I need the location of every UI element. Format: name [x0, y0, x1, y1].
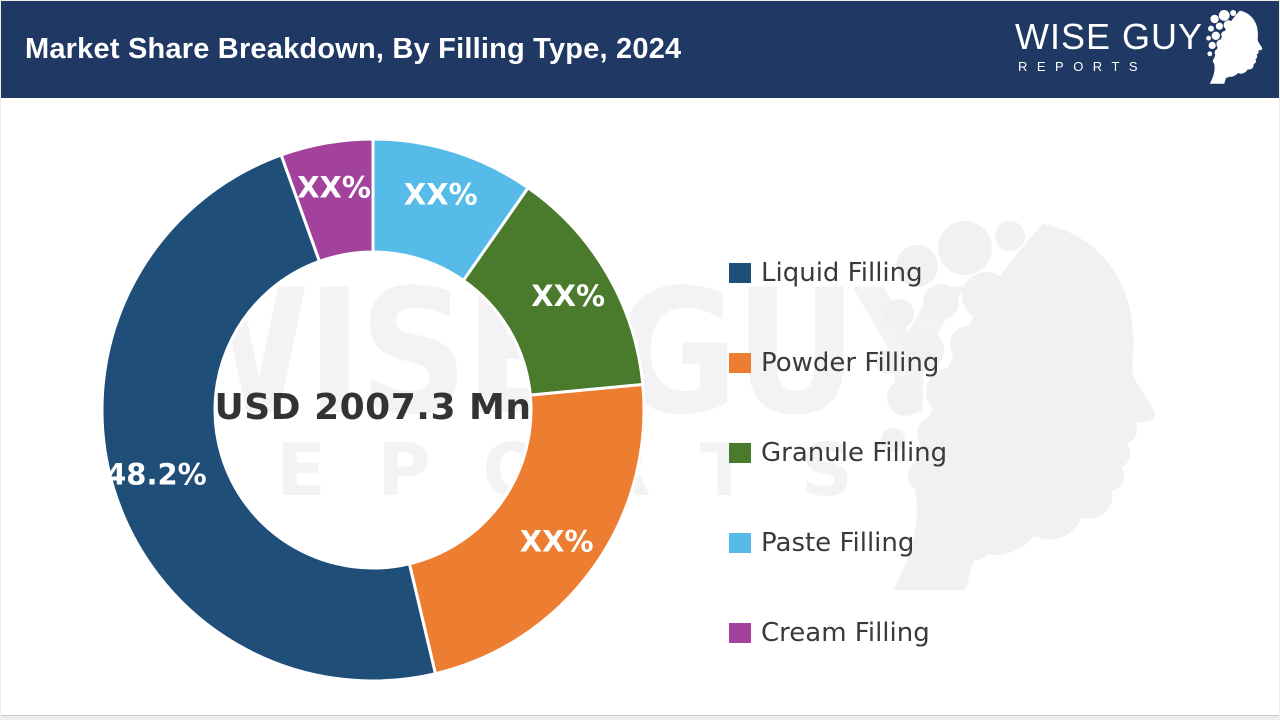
legend-label: Liquid Filling	[761, 258, 923, 288]
legend-swatch-liquid-filling	[729, 263, 751, 283]
page-title: Market Share Breakdown, By Filling Type,…	[25, 33, 682, 65]
donut-chart: XX% XX% XX% 48.2% XX%	[100, 137, 646, 683]
logo-wordmark: WISE GUY	[1014, 15, 1203, 57]
legend-item-paste-filling: Paste Filling	[729, 529, 947, 557]
slice-label-granule-filling: XX%	[531, 279, 605, 313]
header-bar: Market Share Breakdown, By Filling Type,…	[1, 1, 1279, 98]
legend-item-granule-filling: Granule Filling	[729, 439, 947, 467]
slice-label-liquid-filling: 48.2%	[106, 457, 207, 491]
logo-head-icon	[1205, 7, 1265, 85]
slice-label-paste-filling: XX%	[404, 177, 478, 211]
legend-label: Paste Filling	[761, 528, 915, 558]
legend-swatch-powder-filling	[729, 353, 751, 373]
legend-swatch-paste-filling	[729, 533, 751, 553]
donut-center-value: USD 2007.3 Mn	[214, 387, 532, 428]
legend-label: Granule Filling	[761, 438, 948, 468]
legend-label: Cream Filling	[761, 618, 930, 648]
logo-subtitle: REPORTS	[1017, 58, 1148, 74]
donut-slice-cream-filling	[279, 137, 375, 263]
wise-guy-logo: WISE GUY REPORTS	[1015, 7, 1265, 85]
legend: Liquid Filling Powder Filling Granule Fill…	[729, 259, 947, 647]
legend-item-liquid-filling: Liquid Filling	[729, 259, 947, 287]
legend-item-cream-filling: Cream Filling	[729, 619, 947, 647]
slice-label-cream-filling: XX%	[297, 170, 371, 204]
legend-swatch-cream-filling	[729, 623, 751, 643]
legend-label: Powder Filling	[761, 348, 940, 378]
donut-slice-liquid-filling	[100, 153, 437, 683]
legend-item-powder-filling: Powder Filling	[729, 349, 947, 377]
donut-slice-powder-filling	[407, 382, 646, 676]
legend-swatch-granule-filling	[729, 443, 751, 463]
slice-label-powder-filling: XX%	[520, 525, 594, 559]
bottom-border	[1, 715, 1279, 719]
